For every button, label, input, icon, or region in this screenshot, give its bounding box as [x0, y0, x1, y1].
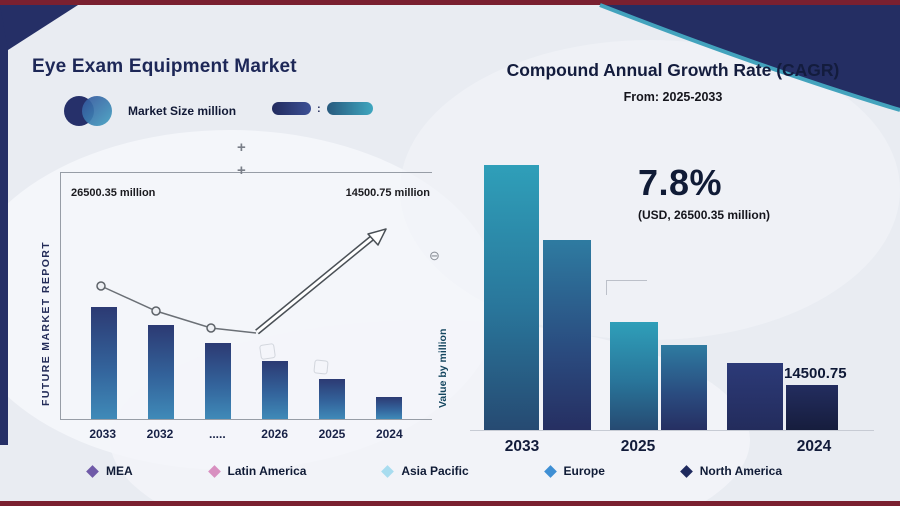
- cagr-bar: [610, 322, 658, 430]
- right-x-axis-label: 2024: [796, 438, 832, 455]
- top-right-swoosh: [600, 5, 900, 110]
- pill-separator: :: [317, 102, 321, 115]
- left-bar-column: [75, 307, 132, 419]
- market-size-plot-area: 26500.35 million 14500.75 million: [60, 172, 432, 420]
- legend-item: Europe: [543, 464, 605, 478]
- left-accent-strip: [0, 5, 8, 445]
- market-size-bar: [204, 343, 231, 419]
- left-bar-column: [361, 397, 418, 419]
- top-left-corner-shape: [0, 5, 78, 50]
- legend-label: Latin America: [227, 464, 307, 478]
- legend-diamond-icon: [207, 464, 221, 478]
- legend-diamond-icon: [679, 464, 693, 478]
- market-size-legend: Market Size million: [64, 94, 236, 128]
- market-size-legend-label: Market Size million: [128, 104, 237, 118]
- market-size-bar: [90, 307, 117, 419]
- legend-label: Europe: [563, 464, 605, 478]
- cagr-bar: [543, 240, 591, 430]
- navy-pill-icon: [272, 102, 311, 115]
- left-x-axis-label: .....: [208, 427, 226, 441]
- right-x-axis-label: 2025: [620, 438, 656, 455]
- circle-minus-icon: ⊖: [429, 248, 440, 263]
- bottom-accent-line: [0, 501, 900, 506]
- cagr-title: Compound Annual Growth Rate (CAGR): [506, 60, 840, 80]
- left-chart-xlabels: 2033 2032..... 2026 2025 2024: [60, 427, 432, 441]
- min-value-annotation: 14500.75 million: [345, 187, 430, 199]
- cagr-bar: [661, 345, 707, 430]
- market-size-bar: [319, 379, 346, 419]
- cagr-bar: [727, 363, 783, 430]
- plus-icon: +: [237, 162, 246, 179]
- page-title: Eye Exam Equipment Market: [32, 56, 297, 77]
- cagr-bar: [786, 385, 838, 430]
- watermark-square-icon: [259, 343, 276, 360]
- left-bar-column: [304, 379, 361, 419]
- left-x-axis-label: 2025: [318, 427, 346, 441]
- cagr-note: (USD, 26500.35 million): [638, 208, 771, 222]
- left-bar-column: [189, 343, 246, 419]
- left-x-axis-label: 2033: [89, 427, 117, 441]
- legend-item: MEA: [86, 464, 133, 478]
- side-watermark-label: FUTURE MARKET REPORT: [40, 240, 52, 406]
- left-x-axis-label: 2026: [261, 427, 288, 441]
- corner-bracket-decoration: [606, 280, 647, 295]
- teal-pill-icon: [326, 102, 373, 115]
- chart-annotations: 26500.35 million 14500.75 million: [71, 187, 430, 199]
- bottom-legend: MEA Latin America Asia Pacific Europe North …: [86, 464, 782, 478]
- legend-label: MEA: [106, 464, 133, 478]
- cagr-chart: 14500.75: [470, 160, 874, 431]
- legend-item: Latin America: [207, 464, 307, 478]
- legend-diamond-icon: [543, 464, 557, 478]
- cagr-value: 7.8%: [638, 162, 723, 203]
- y-axis-label: Value by million: [437, 328, 449, 408]
- left-x-axis-label: 2032: [146, 427, 174, 441]
- left-chart-columns: [61, 173, 432, 419]
- max-value-annotation: 26500.35 million: [71, 187, 156, 199]
- left-bar-column: [247, 361, 304, 419]
- ratio-pills: :: [272, 102, 373, 115]
- plus-icon: +: [237, 139, 246, 156]
- legend-item: Asia Pacific: [381, 464, 469, 478]
- venn-circles-icon: [64, 94, 116, 128]
- legend-label: Asia Pacific: [401, 464, 469, 478]
- cagr-subtitle: From: 2025-2033: [623, 90, 723, 104]
- value-data-label: 14500.75: [784, 365, 847, 382]
- legend-diamond-icon: [86, 464, 99, 478]
- market-size-chart: 26500.35 million 14500.75 million 2033 20…: [60, 172, 432, 441]
- cagr-bar: [484, 165, 539, 430]
- market-size-bar: [147, 325, 174, 419]
- legend-label: North America: [699, 464, 782, 478]
- legend-diamond-icon: [381, 464, 395, 478]
- left-bar-column: [132, 325, 189, 419]
- left-x-axis-label: 2024: [375, 427, 403, 441]
- top-accent-line: [0, 0, 900, 5]
- legend-item: North America: [679, 464, 782, 478]
- right-x-axis-label: 2033: [504, 438, 540, 455]
- market-size-bar: [376, 397, 403, 419]
- right-chart-xlabels: 2033 2025 2024: [470, 438, 874, 458]
- market-size-bar: [262, 361, 289, 419]
- watermark-square-icon: [313, 359, 329, 375]
